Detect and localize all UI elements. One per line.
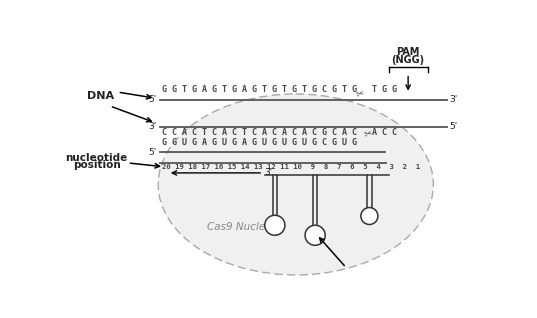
Text: DNA: DNA	[86, 91, 114, 101]
Circle shape	[265, 215, 285, 235]
Text: 5': 5'	[149, 95, 157, 104]
Text: C C A C T C A C T C A C A C A C G C A C   A C C: C C A C T C A C T C A C A C A C G C A C …	[162, 128, 397, 137]
Text: ✂: ✂	[362, 128, 373, 140]
Text: G G T G A G T G A G T G T G T G C G T G   T G G: G G T G A G T G A G T G T G T G C G T G …	[162, 85, 397, 94]
Text: 3': 3'	[265, 169, 273, 177]
Circle shape	[361, 208, 378, 225]
Text: nucleotide: nucleotide	[66, 153, 128, 162]
Text: PAM: PAM	[396, 47, 420, 58]
Text: Cas9 Nuclease: Cas9 Nuclease	[207, 222, 284, 232]
Text: G G U G A G U G A G U G U G U G C G U G: G G U G A G U G A G U G U G U G C G U G	[162, 138, 357, 147]
Circle shape	[305, 225, 325, 245]
Text: 3': 3'	[449, 95, 458, 104]
Text: 5': 5'	[449, 122, 458, 131]
Ellipse shape	[158, 94, 433, 275]
Text: ✂: ✂	[355, 88, 365, 100]
Text: 5': 5'	[149, 148, 157, 157]
Text: position: position	[72, 160, 120, 170]
Text: (NGG): (NGG)	[391, 55, 425, 65]
Text: 20 19 18 17 16 15 14 13 12 11 10  9  8  7  6  5  4  3  2  1: 20 19 18 17 16 15 14 13 12 11 10 9 8 7 6…	[162, 164, 420, 170]
Text: 3': 3'	[149, 122, 157, 131]
